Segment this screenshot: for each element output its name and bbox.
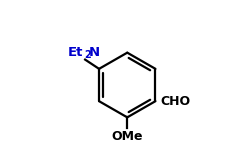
- Text: 2: 2: [84, 50, 91, 60]
- Text: N: N: [89, 46, 100, 59]
- Text: CHO: CHO: [161, 95, 191, 108]
- Text: OMe: OMe: [112, 130, 143, 143]
- Text: Et: Et: [67, 46, 83, 59]
